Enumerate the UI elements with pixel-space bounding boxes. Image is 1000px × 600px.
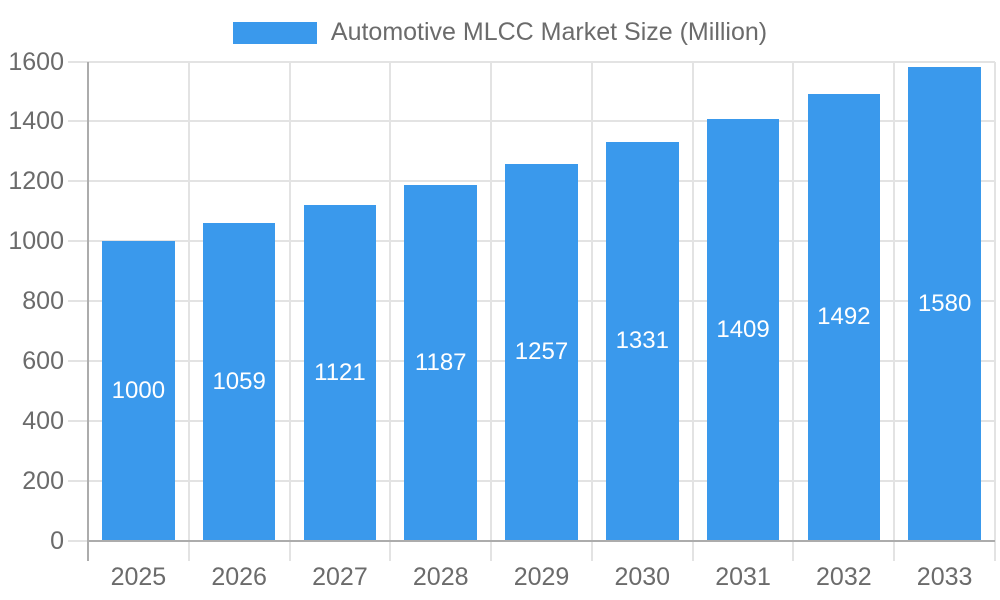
x-tick-label: 2028 (412, 562, 469, 591)
gridline-x-boundary (288, 61, 291, 561)
y-tick-label: 800 (22, 287, 64, 315)
y-tick-label: 600 (22, 346, 64, 375)
gridline-y-1400 (68, 120, 995, 123)
bar-2025 (102, 241, 175, 541)
x-tick-label: 2027 (312, 562, 368, 591)
gridline-x-boundary (490, 61, 493, 561)
bar-value-label: 1409 (716, 315, 770, 343)
x-tick-label: 2026 (211, 562, 267, 591)
y-tick-label: 400 (22, 406, 64, 435)
bar-2032 (807, 93, 881, 541)
bar-2026 (202, 223, 276, 541)
y-tick-label: 1600 (8, 47, 64, 76)
bar-value-label: 1000 (111, 376, 166, 404)
x-tick-label: 2029 (513, 562, 570, 591)
bar-2027 (303, 204, 377, 541)
bar-value-label: 1121 (314, 358, 366, 386)
bar-value-label: 1257 (514, 338, 569, 366)
gridline-x-boundary (187, 61, 190, 561)
bar-value-label: 1580 (917, 289, 972, 317)
bar-value-label: 1331 (615, 327, 669, 355)
gridline-x-boundary (389, 61, 392, 561)
legend-item[interactable]: Automotive MLCC Market Size (Million) (0, 19, 1000, 46)
y-tick-label: 1000 (8, 227, 64, 256)
bar-2028 (404, 185, 477, 541)
x-tick-label: 2032 (816, 562, 872, 591)
legend-label: Automotive MLCC Market Size (Million) (330, 18, 768, 46)
gridline-x-boundary (792, 61, 795, 561)
y-tick-label: 1200 (8, 167, 64, 196)
gridline-x-boundary (994, 61, 996, 561)
bar-value-label: 1187 (414, 348, 467, 376)
x-tick-label: 2025 (110, 562, 167, 591)
bar-2031 (706, 118, 780, 541)
gridline-x-boundary (691, 61, 694, 561)
y-axis-line (87, 61, 89, 561)
bar-2029 (505, 164, 578, 541)
gridline-y-1600 (68, 60, 995, 63)
x-axis-line (87, 539, 995, 542)
legend-swatch (232, 21, 317, 44)
bar-2030 (605, 142, 679, 541)
bar-value-label: 1492 (817, 303, 871, 331)
x-tick-label: 2031 (715, 562, 771, 591)
gridline-x-boundary (893, 61, 896, 561)
y-tick-label: 0 (50, 526, 64, 555)
x-tick-label: 2030 (614, 562, 671, 591)
gridline-x-boundary (590, 61, 593, 561)
y-tick-label: 1400 (8, 107, 64, 136)
bar-2033 (908, 67, 981, 541)
y-tick-label: 200 (22, 466, 64, 495)
bar-value-label: 1059 (212, 367, 266, 395)
x-tick-label: 2033 (916, 562, 973, 591)
